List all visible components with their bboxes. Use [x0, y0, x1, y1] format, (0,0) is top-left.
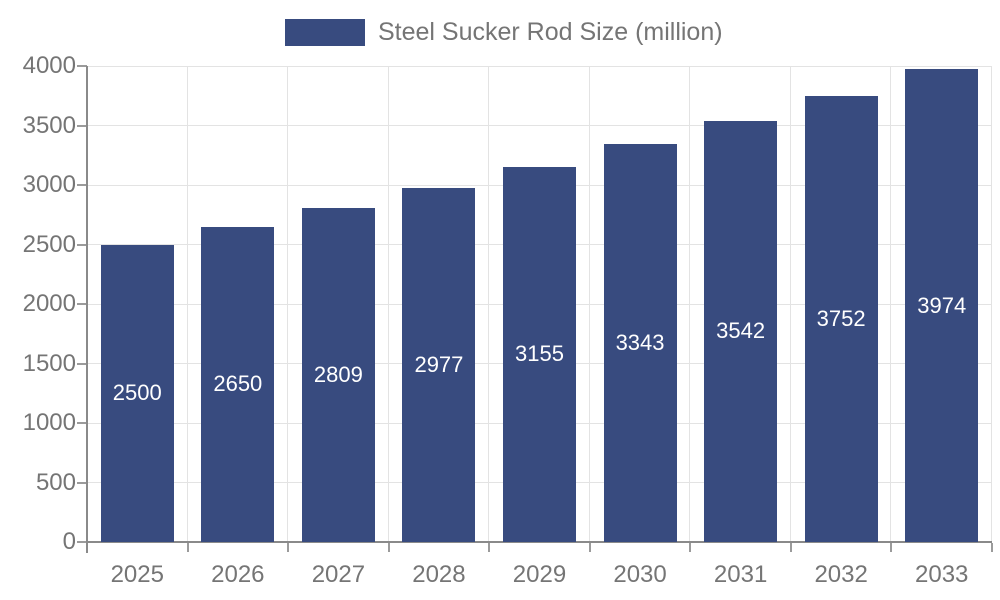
bar-2030[interactable]: 3343	[603, 144, 677, 542]
legend[interactable]: Steel Sucker Rod Size (million)	[285, 18, 723, 47]
x-axis-tick	[186, 543, 189, 552]
y-axis-tick	[77, 124, 87, 127]
x-axis-tick	[588, 543, 591, 552]
bar-2033[interactable]: 3974	[905, 69, 979, 542]
bar-value-label: 3752	[816, 305, 866, 331]
grid-line-h	[87, 125, 992, 126]
grid-line-v	[890, 66, 892, 542]
x-axis-label: 2025	[110, 561, 164, 588]
legend-swatch-icon	[285, 19, 365, 46]
bar-2032[interactable]: 3752	[804, 95, 878, 542]
y-axis-label: 3000	[22, 171, 76, 198]
grid-line-v	[287, 66, 289, 542]
y-axis-tick	[77, 362, 87, 365]
y-axis-label: 2500	[22, 230, 76, 258]
grid-line-v	[689, 66, 691, 542]
x-axis-tick	[387, 543, 390, 552]
bar-value-label: 2500	[112, 380, 162, 406]
bar-2025[interactable]: 2500	[100, 244, 174, 542]
bar-2029[interactable]: 3155	[503, 166, 576, 542]
x-axis-label: 2026	[211, 561, 265, 588]
x-axis-tick	[689, 543, 692, 552]
y-axis-tick	[77, 65, 87, 67]
y-axis-label: 2000	[22, 290, 76, 317]
x-axis-label: 2033	[915, 561, 969, 588]
y-axis-label: 4000	[22, 52, 76, 79]
x-axis-label: 2027	[311, 561, 366, 588]
x-axis-tick	[488, 543, 491, 552]
x-axis-tick	[890, 543, 893, 552]
bar-value-label: 2809	[313, 361, 363, 387]
grid-line-v	[488, 66, 490, 542]
grid-line-v	[991, 66, 992, 542]
y-axis-tick	[77, 243, 87, 246]
bar-value-label: 3974	[917, 292, 967, 318]
x-axis-label: 2032	[814, 561, 868, 588]
legend-label: Steel Sucker Rod Size (million)	[378, 18, 723, 46]
plot-area: 2500 2650 2809 2977 3155 3343 3542 3752 3974	[77, 65, 993, 553]
y-axis-label: 0	[62, 528, 76, 555]
y-axis-tick	[77, 303, 87, 305]
bar-value-label: 3542	[716, 318, 766, 344]
x-axis-tick	[991, 543, 993, 552]
x-axis-tick	[789, 543, 792, 552]
bar-2027[interactable]: 2809	[301, 207, 375, 542]
y-axis-label: 500	[35, 468, 76, 496]
x-axis-label: 2028	[412, 561, 466, 588]
x-axis-label: 2029	[512, 561, 567, 588]
bar-value-label: 2650	[213, 371, 263, 397]
grid-line-v	[588, 66, 590, 542]
x-axis-line	[86, 541, 992, 543]
x-axis-label: 2031	[713, 561, 768, 588]
grid-line-v	[186, 66, 188, 542]
y-axis-tick	[77, 422, 87, 424]
x-axis-tick	[287, 543, 290, 552]
y-axis-label: 3500	[22, 111, 76, 139]
bar-2031[interactable]: 3542	[704, 120, 778, 542]
grid-line-h	[87, 65, 992, 67]
bar-2026[interactable]: 2650	[201, 226, 275, 542]
bar-2028[interactable]: 2977	[402, 187, 476, 542]
grid-line-v	[387, 66, 389, 542]
y-axis-tick	[77, 481, 87, 484]
bar-value-label: 2977	[414, 351, 464, 377]
grid-line-v	[789, 66, 791, 542]
y-axis-tick	[77, 541, 87, 543]
bar-value-label: 3155	[515, 341, 564, 367]
y-axis-line	[86, 66, 88, 553]
x-axis-label: 2030	[613, 561, 667, 588]
y-axis-label: 1500	[22, 349, 76, 377]
y-axis-tick	[77, 184, 87, 186]
y-axis-label: 1000	[22, 409, 76, 436]
bar-value-label: 3343	[615, 330, 665, 356]
